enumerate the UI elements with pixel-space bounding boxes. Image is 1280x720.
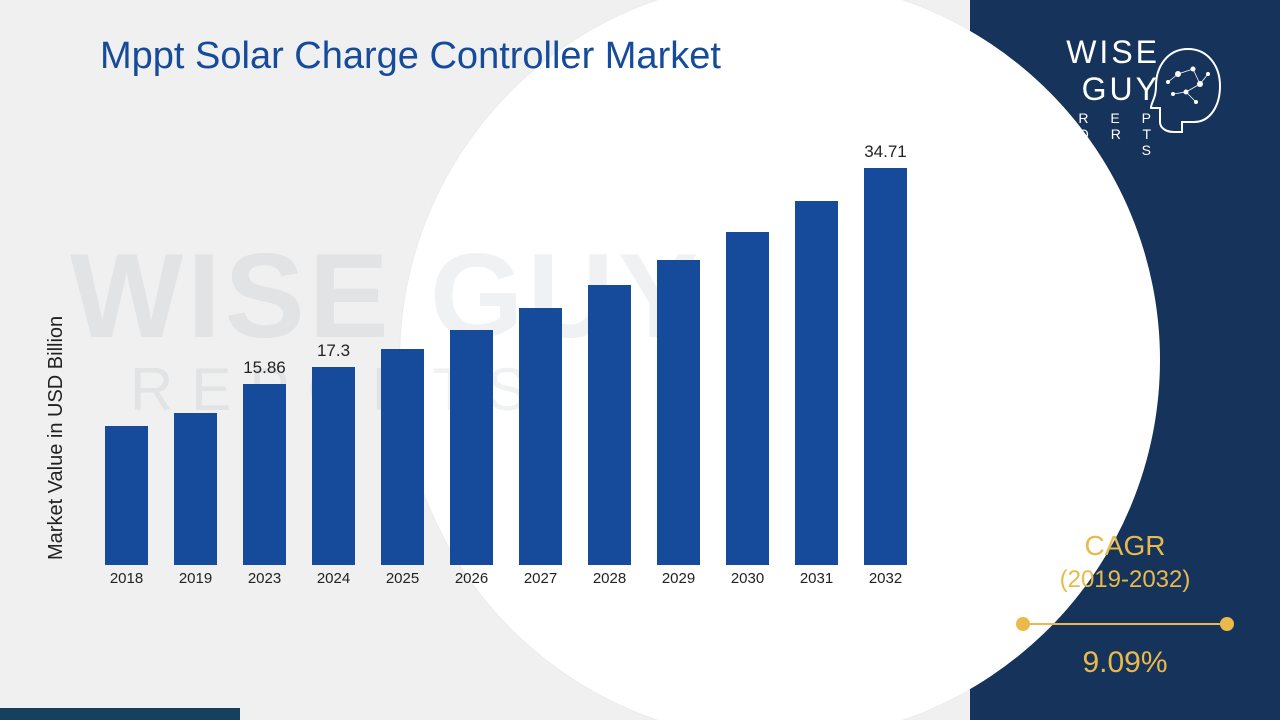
bar: [381, 349, 424, 565]
bar: [726, 232, 769, 565]
x-tick-label: 2026: [442, 570, 502, 587]
x-tick-label: 2031: [787, 570, 847, 587]
bar: [105, 426, 148, 565]
bottom-accent-bar: [0, 708, 240, 720]
x-tick-label: 2029: [649, 570, 709, 587]
bar: [174, 413, 217, 565]
bar: [519, 308, 562, 565]
x-tick-label: 2027: [511, 570, 571, 587]
x-tick-label: 2032: [856, 570, 916, 587]
y-axis-label: Market Value in USD Billion: [45, 316, 68, 560]
chart-area: Mppt Solar Charge Controller Market Mark…: [30, 0, 940, 700]
x-tick-label: 2019: [166, 570, 226, 587]
x-tick-label: 2028: [580, 570, 640, 587]
x-tick-label: 2030: [718, 570, 778, 587]
bar: [795, 201, 838, 565]
chart-title: Mppt Solar Charge Controller Market: [100, 35, 721, 78]
bar-value-label: 15.86: [235, 358, 295, 378]
cagr-block: CAGR (2019-2032) 9.09%: [1010, 530, 1240, 680]
x-tick-label: 2025: [373, 570, 433, 587]
x-tick-label: 2023: [235, 570, 295, 587]
x-tick-label: 2024: [304, 570, 364, 587]
bar: [243, 384, 286, 565]
cagr-range: (2019-2032): [1010, 566, 1240, 594]
head-icon: [1148, 44, 1228, 134]
canvas: WISE GUY REPORTS Mppt Solar Charge Contr…: [0, 0, 1280, 720]
bar-value-label: 17.3: [304, 341, 364, 361]
brand-name: WISE GUY: [1066, 34, 1160, 108]
bar: [657, 260, 700, 565]
cagr-value: 9.09%: [1010, 646, 1240, 680]
cagr-divider: [1010, 612, 1240, 636]
bar: [588, 285, 631, 565]
bar: [450, 330, 493, 565]
cagr-label: CAGR: [1010, 530, 1240, 562]
x-tick-label: 2018: [97, 570, 157, 587]
brand-subtitle: R E P O R T S: [1066, 110, 1160, 158]
bar: [864, 168, 907, 565]
bar-plot: 15.8617.334.71: [105, 165, 935, 565]
bar: [312, 367, 355, 565]
bar-value-label: 34.71: [856, 142, 916, 162]
